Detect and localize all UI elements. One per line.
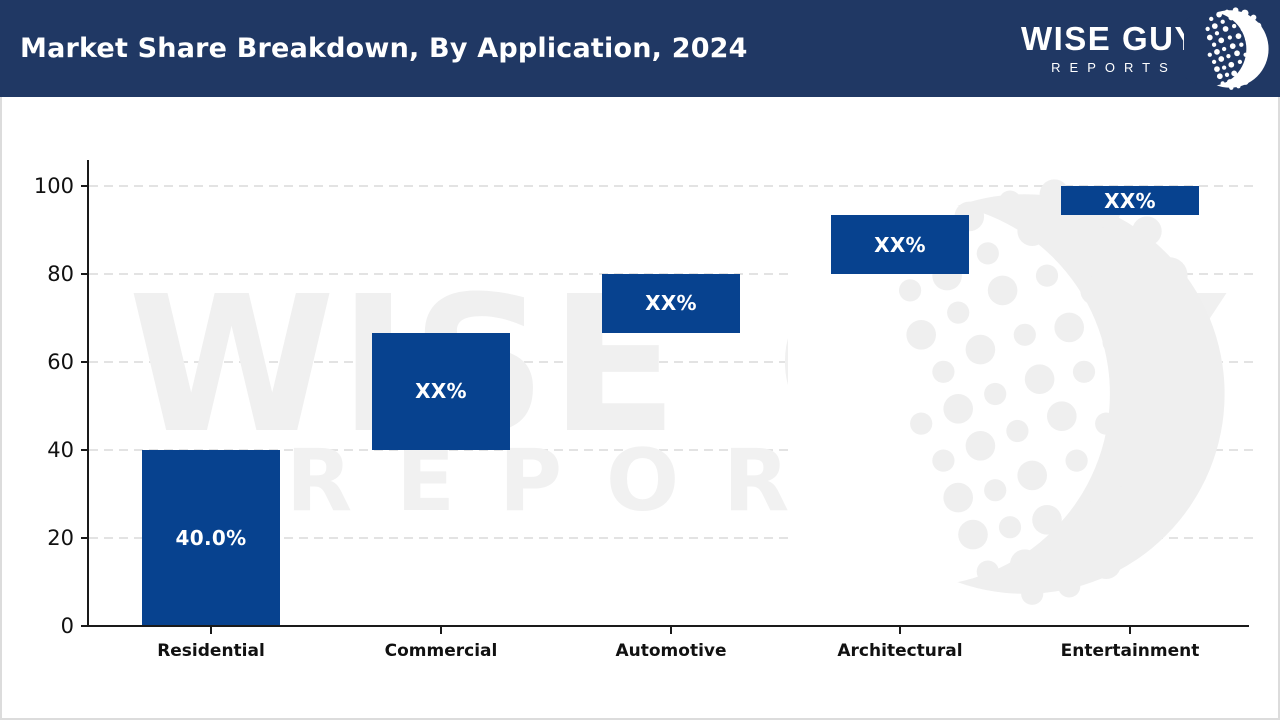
y-tick-label-80: 80	[47, 262, 74, 286]
gridline-60	[89, 361, 1258, 363]
bar-value-label: 40.0%	[175, 526, 247, 550]
bar-value-label: XX%	[874, 232, 926, 257]
wise-guy-reports-logo: WISE GUY REPORTS	[1021, 6, 1280, 92]
y-tick-100	[81, 185, 89, 187]
x-axis-label-automotive: Automotive	[615, 641, 727, 661]
bar-value-label: XX%	[1104, 188, 1156, 213]
y-tick-label-100: 100	[33, 174, 74, 198]
x-axis-label-residential: Residential	[157, 641, 265, 661]
x-tick-commercial	[440, 626, 442, 634]
y-tick-0	[81, 625, 89, 627]
page-title: Market Share Breakdown, By Application, …	[20, 33, 748, 64]
x-tick-architectural	[899, 626, 901, 634]
x-tick-entertainment	[1129, 626, 1131, 634]
bar-value-label: XX%	[415, 379, 467, 404]
dotted-head-icon	[1171, 6, 1270, 92]
bar-entertainment: XX%	[1061, 186, 1199, 216]
y-tick-20	[81, 537, 89, 539]
gridline-20	[89, 537, 1258, 539]
gridline-40	[89, 449, 1258, 451]
header-banner: Market Share Breakdown, By Application, …	[0, 0, 1280, 97]
x-axis-label-commercial: Commercial	[384, 641, 498, 661]
y-tick-label-0: 0	[60, 614, 74, 638]
bar-commercial: XX%	[372, 332, 510, 450]
bar-residential: 40.0%	[142, 450, 280, 626]
x-tick-residential	[210, 626, 212, 634]
gridline-100	[89, 185, 1258, 187]
y-tick-40	[81, 449, 89, 451]
y-tick-80	[81, 273, 89, 275]
x-axis-line	[87, 625, 1249, 627]
x-axis-label-architectural: Architectural	[837, 641, 963, 661]
y-axis-line	[87, 160, 89, 627]
logo-wordmark: WISE GUY	[1020, 20, 1198, 58]
x-tick-automotive	[670, 626, 672, 634]
logo-subtitle: REPORTS	[1051, 59, 1177, 75]
logo-text: WISE GUY REPORTS	[1021, 22, 1198, 75]
bar-value-label: XX%	[645, 291, 697, 316]
y-tick-label-60: 60	[47, 350, 74, 374]
x-axis-label-entertainment: Entertainment	[1060, 641, 1200, 661]
y-tick-label-40: 40	[47, 438, 74, 462]
bar-automotive: XX%	[602, 274, 740, 333]
bar-architectural: XX%	[831, 215, 969, 274]
y-tick-60	[81, 361, 89, 363]
y-tick-label-20: 20	[47, 526, 74, 550]
